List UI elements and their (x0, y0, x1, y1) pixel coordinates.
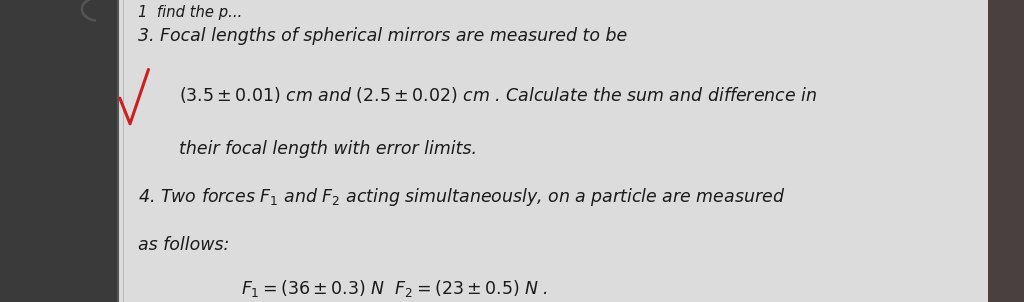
Bar (118, 0, 988, 302)
Text: 1  find the p...: 1 find the p... (138, 5, 243, 20)
Bar (988, 0, 1024, 302)
Text: as follows:: as follows: (138, 236, 229, 254)
Text: 3. Focal lengths of spherical mirrors are measured to be: 3. Focal lengths of spherical mirrors ar… (138, 27, 628, 45)
Bar (0, 0, 118, 302)
Text: $(3.5\pm0.01)$ cm and $(2.5\pm0.02)$ cm . Calculate the sum and difference in: $(3.5\pm0.01)$ cm and $(2.5\pm0.02)$ cm … (179, 85, 817, 104)
Text: their focal length with error limits.: their focal length with error limits. (179, 140, 477, 159)
Text: $F_1=(36\pm0.3)$ N  $F_2=(23\pm0.5)$ N .: $F_1=(36\pm0.3)$ N $F_2=(23\pm0.5)$ N . (241, 278, 548, 299)
Text: 4. Two forces $F_1$ and $F_2$ acting simultaneously, on a particle are measured: 4. Two forces $F_1$ and $F_2$ acting sim… (138, 186, 785, 208)
